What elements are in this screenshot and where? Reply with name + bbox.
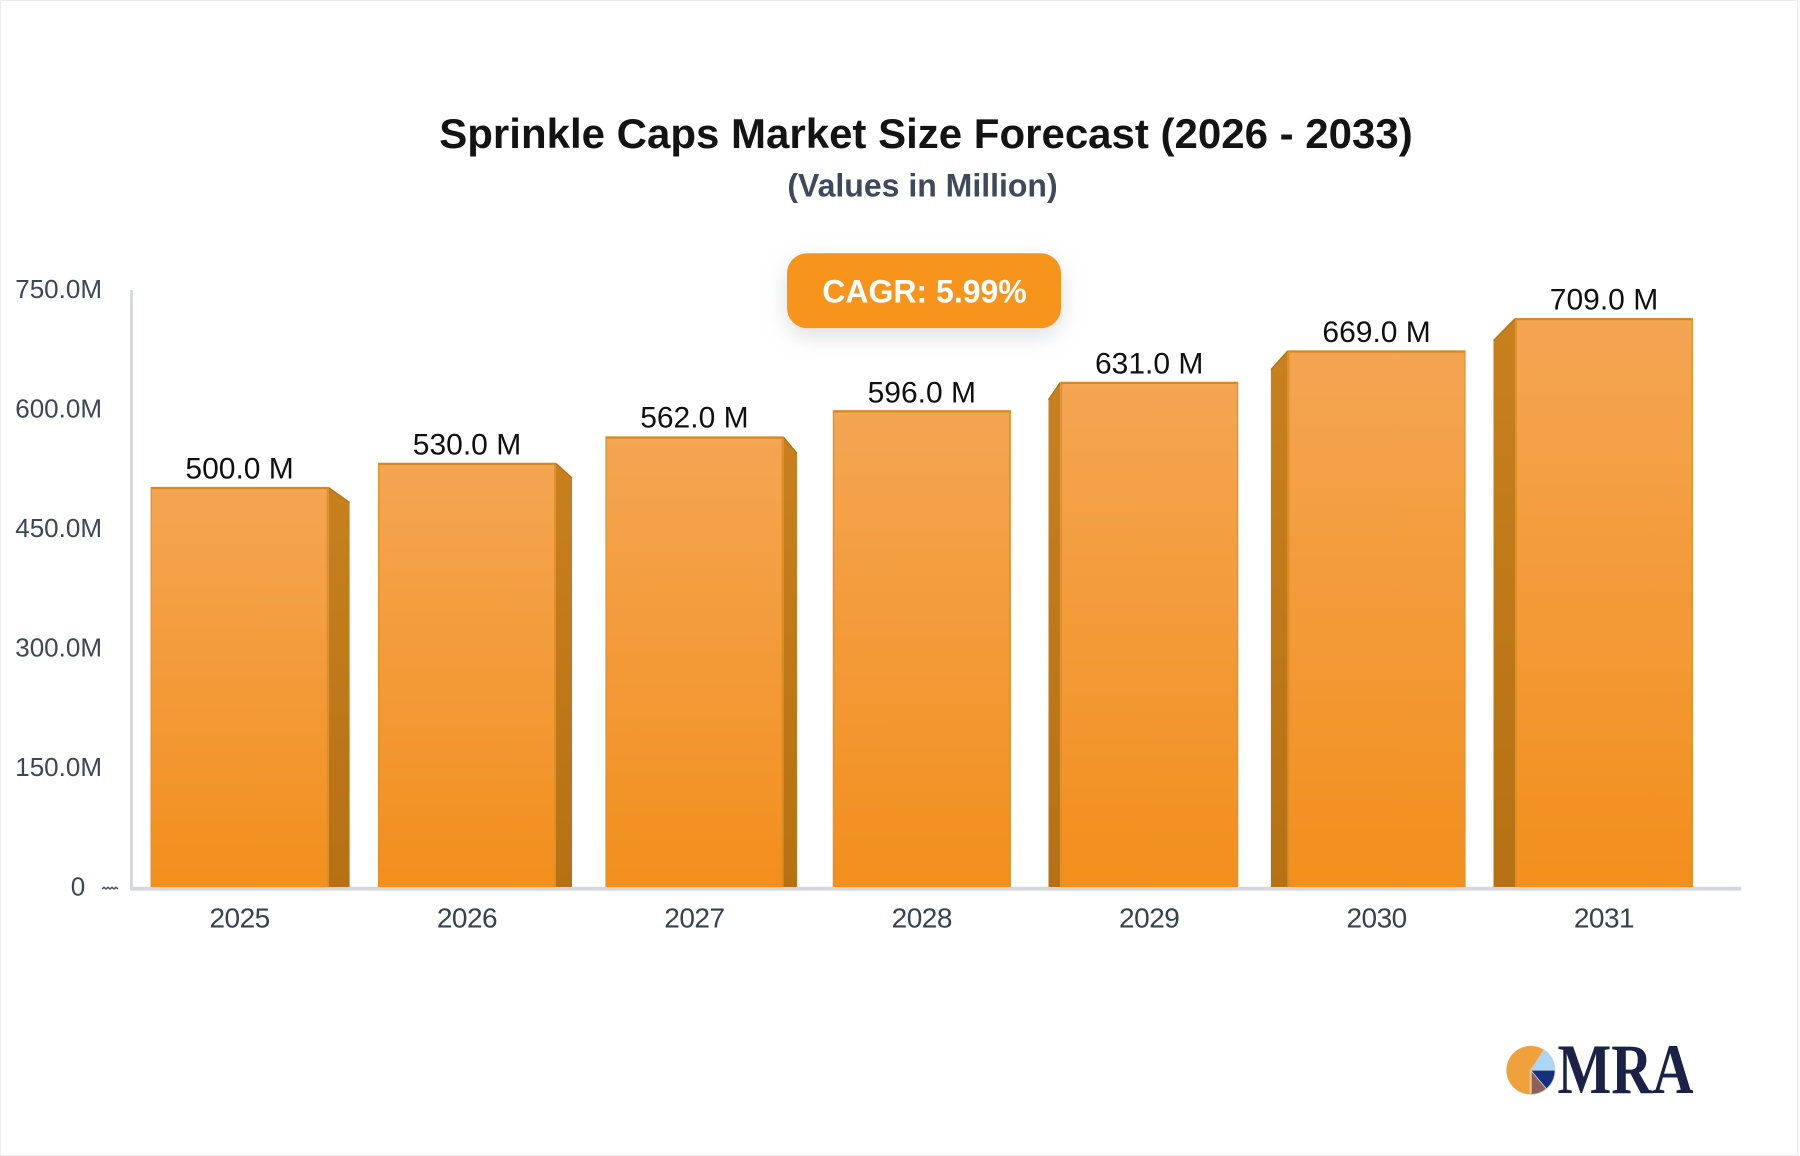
svg-text:2030: 2030 — [1346, 903, 1406, 934]
svg-text:300.0M: 300.0M — [15, 633, 102, 663]
svg-text:0: 0 — [71, 871, 85, 901]
svg-text:600.0M: 600.0M — [15, 394, 102, 424]
svg-text:2028: 2028 — [892, 903, 952, 934]
svg-text:2027: 2027 — [664, 903, 724, 934]
svg-text:750.0M: 750.0M — [15, 274, 102, 304]
svg-text:Sprinkle Caps Market Size Fore: Sprinkle Caps Market Size Forecast (2026… — [439, 110, 1412, 157]
svg-text:2026: 2026 — [437, 903, 497, 934]
svg-text:530.0 M: 530.0 M — [413, 428, 521, 461]
svg-text:2031: 2031 — [1574, 903, 1634, 934]
svg-text:2025: 2025 — [209, 903, 269, 934]
svg-text:500.0 M: 500.0 M — [185, 452, 293, 485]
svg-text:150.0M: 150.0M — [15, 752, 102, 782]
svg-text:(Values in Million): (Values in Million) — [787, 168, 1057, 204]
svg-text:669.0 M: 669.0 M — [1322, 316, 1430, 349]
svg-text:596.0 M: 596.0 M — [868, 376, 976, 409]
svg-text:450.0M: 450.0M — [15, 513, 102, 543]
svg-text:CAGR: 5.99%: CAGR: 5.99% — [822, 273, 1027, 309]
svg-text:562.0 M: 562.0 M — [640, 401, 748, 434]
svg-text:MRA: MRA — [1558, 1031, 1694, 1109]
svg-text:709.0 M: 709.0 M — [1550, 284, 1658, 317]
svg-text:2029: 2029 — [1119, 903, 1179, 934]
svg-text:631.0 M: 631.0 M — [1095, 347, 1203, 380]
